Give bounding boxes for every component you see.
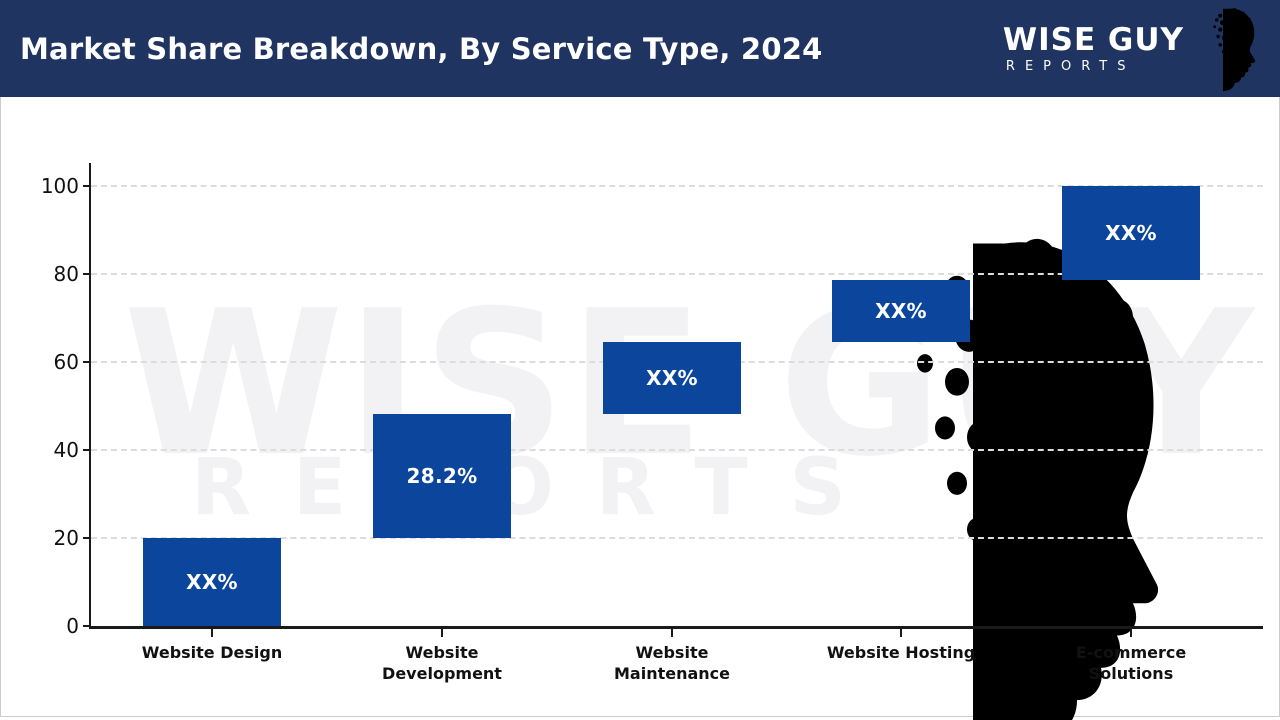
x-category-label-website-hosting: Website Hosting: [786, 642, 1016, 663]
bar-value-label: 28.2%: [406, 463, 478, 488]
y-tick-mark-80: [83, 273, 91, 275]
y-tick-mark-60: [83, 361, 91, 363]
x-category-label-line: E-commerce: [1075, 643, 1187, 662]
x-category-label-website-maintenance: Website Maintenance: [557, 642, 787, 684]
logo-subtitle: REPORTS: [1005, 58, 1136, 74]
y-tick-mark-40: [83, 449, 91, 451]
x-category-label-line: Development: [382, 664, 502, 683]
x-category-label-website-design: Website Design: [97, 642, 327, 663]
gridline-100: [91, 185, 1263, 187]
chart-title: Market Share Breakdown, By Service Type,…: [20, 31, 823, 66]
x-tick-mark-2: [671, 629, 673, 637]
dotted-head-icon: [1213, 7, 1256, 91]
x-category-label-e-commerce-solutions: E-commerce Solutions: [1016, 642, 1246, 684]
bar-website-hosting: XX%: [832, 279, 970, 343]
y-tick-label-60: 60: [53, 350, 79, 374]
wise-guy-reports-logo: WISE GUY REPORTS: [1003, 6, 1258, 92]
chart-canvas: WISE GUY REPORTS 020406080100XX%28.2%XX%…: [0, 97, 1280, 720]
logo-text: WISE GUY REPORTS: [1002, 21, 1184, 74]
y-tick-label-20: 20: [53, 526, 79, 550]
x-tick-mark-4: [1130, 629, 1132, 637]
header-band: Market Share Breakdown, By Service Type,…: [0, 0, 1280, 97]
x-tick-mark-3: [900, 629, 902, 637]
bar-website-maintenance: XX%: [603, 342, 741, 414]
x-category-label-line: Maintenance: [613, 664, 730, 683]
y-axis-spine: [89, 163, 91, 629]
y-tick-label-40: 40: [53, 438, 79, 462]
gridline-20: [91, 537, 1263, 539]
y-tick-mark-0: [83, 625, 91, 627]
x-axis-spine: [89, 626, 1263, 629]
bar-value-label: XX%: [186, 570, 238, 594]
logo-wordmark: WISE GUY: [1002, 21, 1184, 58]
bar-e-commerce-solutions: XX%: [1062, 186, 1200, 280]
x-tick-mark-0: [211, 629, 213, 637]
bar-website-design: XX%: [143, 538, 281, 626]
bar-value-label: XX%: [646, 366, 698, 391]
watermark-subtitle: REPORTS: [191, 443, 888, 533]
y-tick-label-0: 0: [66, 614, 79, 638]
bar-website-development: 28.2%: [373, 413, 511, 538]
x-tick-mark-1: [441, 629, 443, 637]
x-category-label-website-development: Website Development: [327, 642, 557, 684]
bar-value-label: XX%: [875, 298, 927, 323]
x-category-label-line: Website: [405, 643, 479, 662]
y-tick-mark-20: [83, 537, 91, 539]
y-tick-mark-100: [83, 185, 91, 187]
gridline-80: [91, 273, 1263, 275]
x-category-label-line: Solutions: [1088, 664, 1174, 683]
x-category-label-line: Website Design: [141, 643, 283, 662]
y-tick-label-100: 100: [40, 174, 79, 198]
gridline-40: [91, 449, 1263, 451]
y-tick-label-80: 80: [53, 262, 79, 286]
x-category-label-line: Website: [635, 643, 709, 662]
x-category-label-line: Website Hosting: [826, 643, 976, 662]
bar-value-label: XX%: [1105, 220, 1157, 245]
